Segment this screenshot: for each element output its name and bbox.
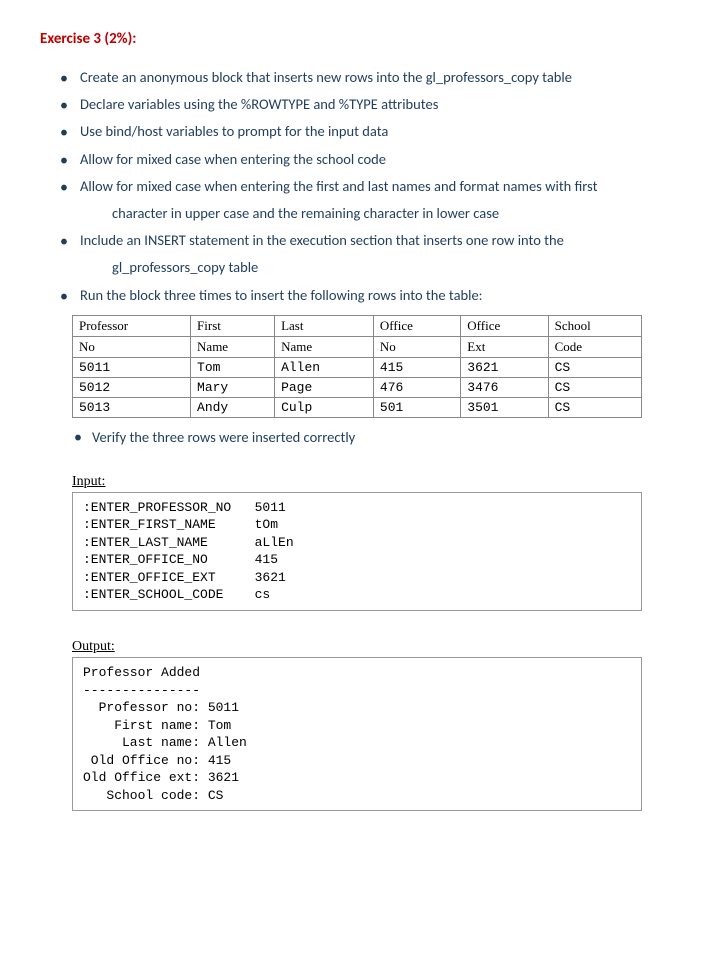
table-row: 5011 Tom Allen 415 3621 CS <box>73 357 642 377</box>
table-cell: CS <box>548 397 641 417</box>
table-cell: 5012 <box>73 377 191 397</box>
table-header-cell: No <box>373 336 460 357</box>
instruction-list: Create an anonymous block that inserts n… <box>40 66 669 198</box>
output-box: Professor Added --------------- Professo… <box>72 657 642 811</box>
table-header-cell: Ext <box>461 336 548 357</box>
table-cell: CS <box>548 377 641 397</box>
table-cell: 415 <box>373 357 460 377</box>
verify-list: Verify the three rows were inserted corr… <box>40 428 669 446</box>
table-cell: Allen <box>275 357 374 377</box>
table-cell: 476 <box>373 377 460 397</box>
table-cell: CS <box>548 357 641 377</box>
table-cell: 501 <box>373 397 460 417</box>
input-box: :ENTER_PROFESSOR_NO 5011 :ENTER_FIRST_NA… <box>72 492 642 611</box>
professors-table: Professor First Last Office Office Schoo… <box>72 315 642 418</box>
bullet-item: Create an anonymous block that inserts n… <box>72 66 669 89</box>
table-header-cell: Name <box>275 336 374 357</box>
table-cell: Culp <box>275 397 374 417</box>
bullet-item: Include an INSERT statement in the execu… <box>72 229 669 252</box>
bullet-item: Allow for mixed case when entering the f… <box>72 175 669 198</box>
bullet-item: Allow for mixed case when entering the s… <box>72 148 669 171</box>
table-header-cell: Office <box>373 315 460 336</box>
bullet-item: Run the block three times to insert the … <box>72 284 669 307</box>
table-header-row: Professor First Last Office Office Schoo… <box>73 315 642 336</box>
table-header-cell: Code <box>548 336 641 357</box>
table-header-row: No Name Name No Ext Code <box>73 336 642 357</box>
bullet-continuation: character in upper case and the remainin… <box>40 202 669 225</box>
table-cell: Page <box>275 377 374 397</box>
bullet-item: Use bind/host variables to prompt for th… <box>72 120 669 143</box>
bullet-continuation: gl_professors_copy table <box>40 256 669 279</box>
table-header-cell: No <box>73 336 191 357</box>
table-header-cell: First <box>191 315 275 336</box>
table-row: 5012 Mary Page 476 3476 CS <box>73 377 642 397</box>
table-cell: 5011 <box>73 357 191 377</box>
table-cell: 3476 <box>461 377 548 397</box>
table-row: 5013 Andy Culp 501 3501 CS <box>73 397 642 417</box>
output-label: Output: <box>72 639 669 655</box>
table-cell: 5013 <box>73 397 191 417</box>
table-cell: Andy <box>191 397 275 417</box>
bullet-item: Declare variables using the %ROWTYPE and… <box>72 93 669 116</box>
verify-bullet: Verify the three rows were inserted corr… <box>80 428 669 446</box>
table-header-cell: Last <box>275 315 374 336</box>
table-cell: Tom <box>191 357 275 377</box>
input-label: Input: <box>72 474 669 490</box>
instruction-list-2: Include an INSERT statement in the execu… <box>40 229 669 252</box>
table-header-cell: Office <box>461 315 548 336</box>
table-header-cell: Professor <box>73 315 191 336</box>
instruction-list-3: Run the block three times to insert the … <box>40 284 669 307</box>
table-cell: 3621 <box>461 357 548 377</box>
table-header-cell: School <box>548 315 641 336</box>
exercise-heading: Exercise 3 (2%): <box>40 30 669 48</box>
table-cell: 3501 <box>461 397 548 417</box>
table-header-cell: Name <box>191 336 275 357</box>
table-cell: Mary <box>191 377 275 397</box>
